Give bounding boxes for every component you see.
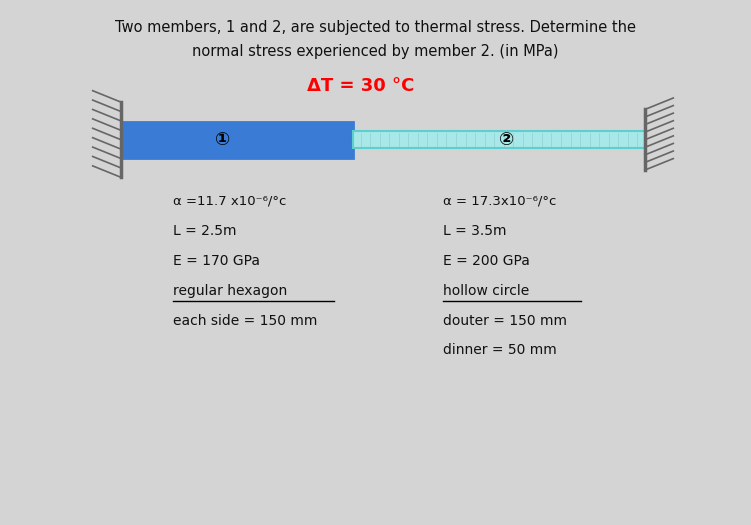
- Text: E = 170 GPa: E = 170 GPa: [173, 254, 261, 268]
- Text: Two members, 1 and 2, are subjected to thermal stress. Determine the: Two members, 1 and 2, are subjected to t…: [115, 19, 636, 35]
- Text: L = 2.5m: L = 2.5m: [173, 224, 237, 238]
- Text: dinner = 50 mm: dinner = 50 mm: [443, 343, 556, 358]
- Text: hollow circle: hollow circle: [443, 284, 529, 298]
- Bar: [121, 122, 353, 158]
- Text: ①: ①: [215, 131, 230, 149]
- Text: normal stress experienced by member 2. (in MPa): normal stress experienced by member 2. (…: [192, 44, 559, 59]
- Text: ΔT = 30 °C: ΔT = 30 °C: [307, 77, 415, 95]
- Text: ②: ②: [499, 131, 514, 149]
- Text: α =11.7 x10⁻⁶/°c: α =11.7 x10⁻⁶/°c: [173, 195, 287, 207]
- Text: douter = 150 mm: douter = 150 mm: [443, 313, 567, 328]
- Text: E = 200 GPa: E = 200 GPa: [443, 254, 529, 268]
- Text: each side = 150 mm: each side = 150 mm: [173, 313, 318, 328]
- Text: L = 3.5m: L = 3.5m: [443, 224, 506, 238]
- Text: regular hexagon: regular hexagon: [173, 284, 288, 298]
- Text: α = 17.3x10⁻⁶/°c: α = 17.3x10⁻⁶/°c: [443, 195, 556, 207]
- Bar: [353, 131, 645, 148]
